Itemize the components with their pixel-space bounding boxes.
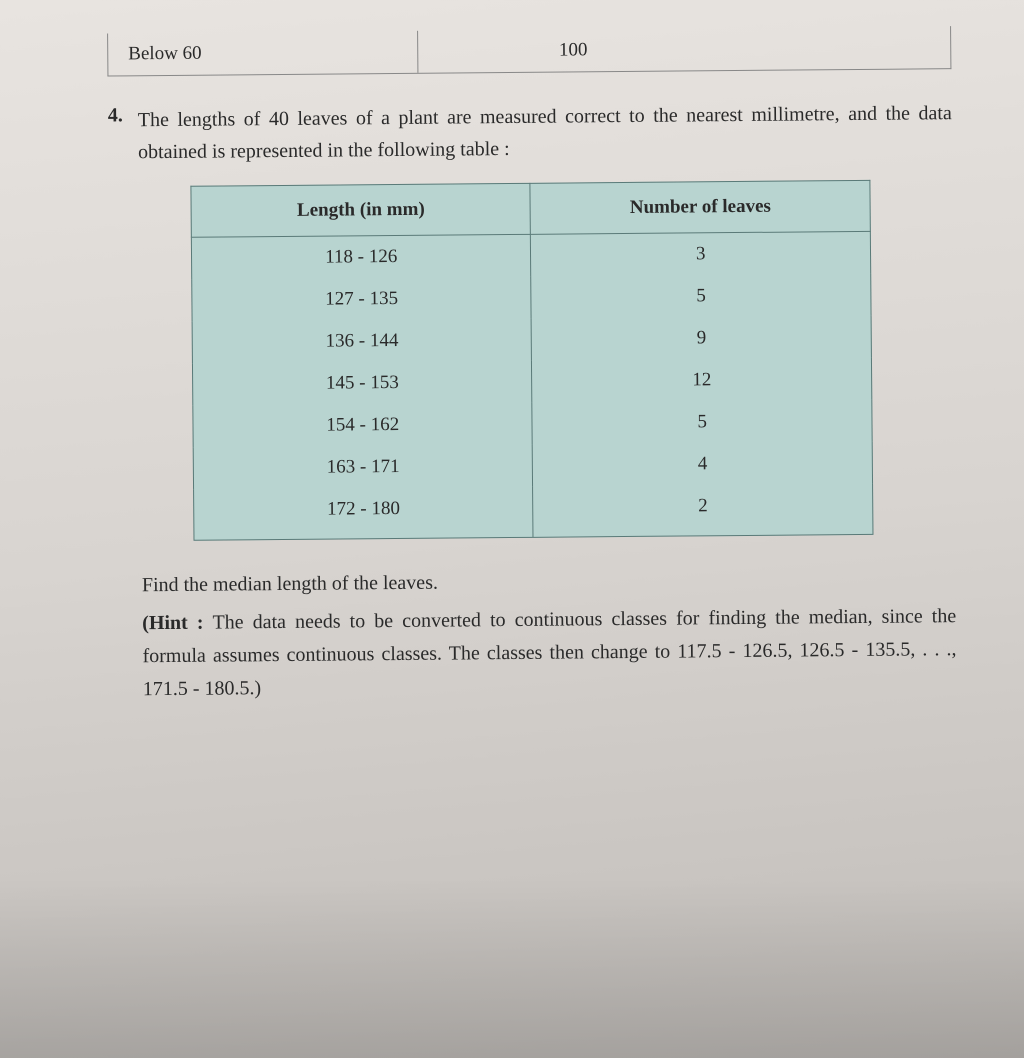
table-cell-count: 3 xyxy=(531,231,871,276)
table-cell-count: 2 xyxy=(533,484,873,537)
previous-table-fragment: Below 60 100 xyxy=(107,26,951,76)
table-cell-count: 12 xyxy=(532,358,872,403)
prior-cell-right: 100 xyxy=(418,28,728,73)
table-row: 172 - 180 2 xyxy=(194,484,873,540)
leaf-length-table: Length (in mm) Number of leaves 118 - 12… xyxy=(190,180,873,541)
question-number: 4. xyxy=(108,104,131,168)
table-header-length: Length (in mm) xyxy=(191,183,531,237)
table-row: 163 - 171 4 xyxy=(193,442,872,490)
table-cell-length: 172 - 180 xyxy=(194,487,534,540)
question-text: The lengths of 40 leaves of a plant are … xyxy=(138,97,953,168)
question-block: 4. The lengths of 40 leaves of a plant a… xyxy=(108,97,953,168)
prior-cell-left: Below 60 xyxy=(108,31,418,76)
hint-text: The data needs to be converted to contin… xyxy=(142,605,956,700)
instruction-text: Find the median length of the leaves. xyxy=(142,562,956,601)
table-cell-length: 163 - 171 xyxy=(193,445,533,490)
table-cell-length: 154 - 162 xyxy=(193,403,533,448)
table-cell-length: 136 - 144 xyxy=(192,319,532,364)
table-cell-count: 4 xyxy=(533,442,873,487)
table-cell-count: 9 xyxy=(532,316,872,361)
table-cell-length: 145 - 153 xyxy=(192,361,532,406)
table-row: 145 - 153 12 xyxy=(192,358,871,406)
hint-label: (Hint : xyxy=(142,612,213,635)
table-header-count: Number of leaves xyxy=(530,180,870,234)
page-shadow xyxy=(0,878,1024,1058)
hint-block: (Hint : The data needs to be converted t… xyxy=(142,600,957,706)
table-row: 127 - 135 5 xyxy=(192,274,871,322)
table-row: 136 - 144 9 xyxy=(192,316,871,364)
table-cell-count: 5 xyxy=(531,274,871,319)
table-cell-length: 118 - 126 xyxy=(191,234,531,279)
table-cell-length: 127 - 135 xyxy=(192,277,532,322)
table-cell-count: 5 xyxy=(532,400,872,445)
table-row: 154 - 162 5 xyxy=(193,400,872,448)
table-row: 118 - 126 3 xyxy=(191,231,870,279)
